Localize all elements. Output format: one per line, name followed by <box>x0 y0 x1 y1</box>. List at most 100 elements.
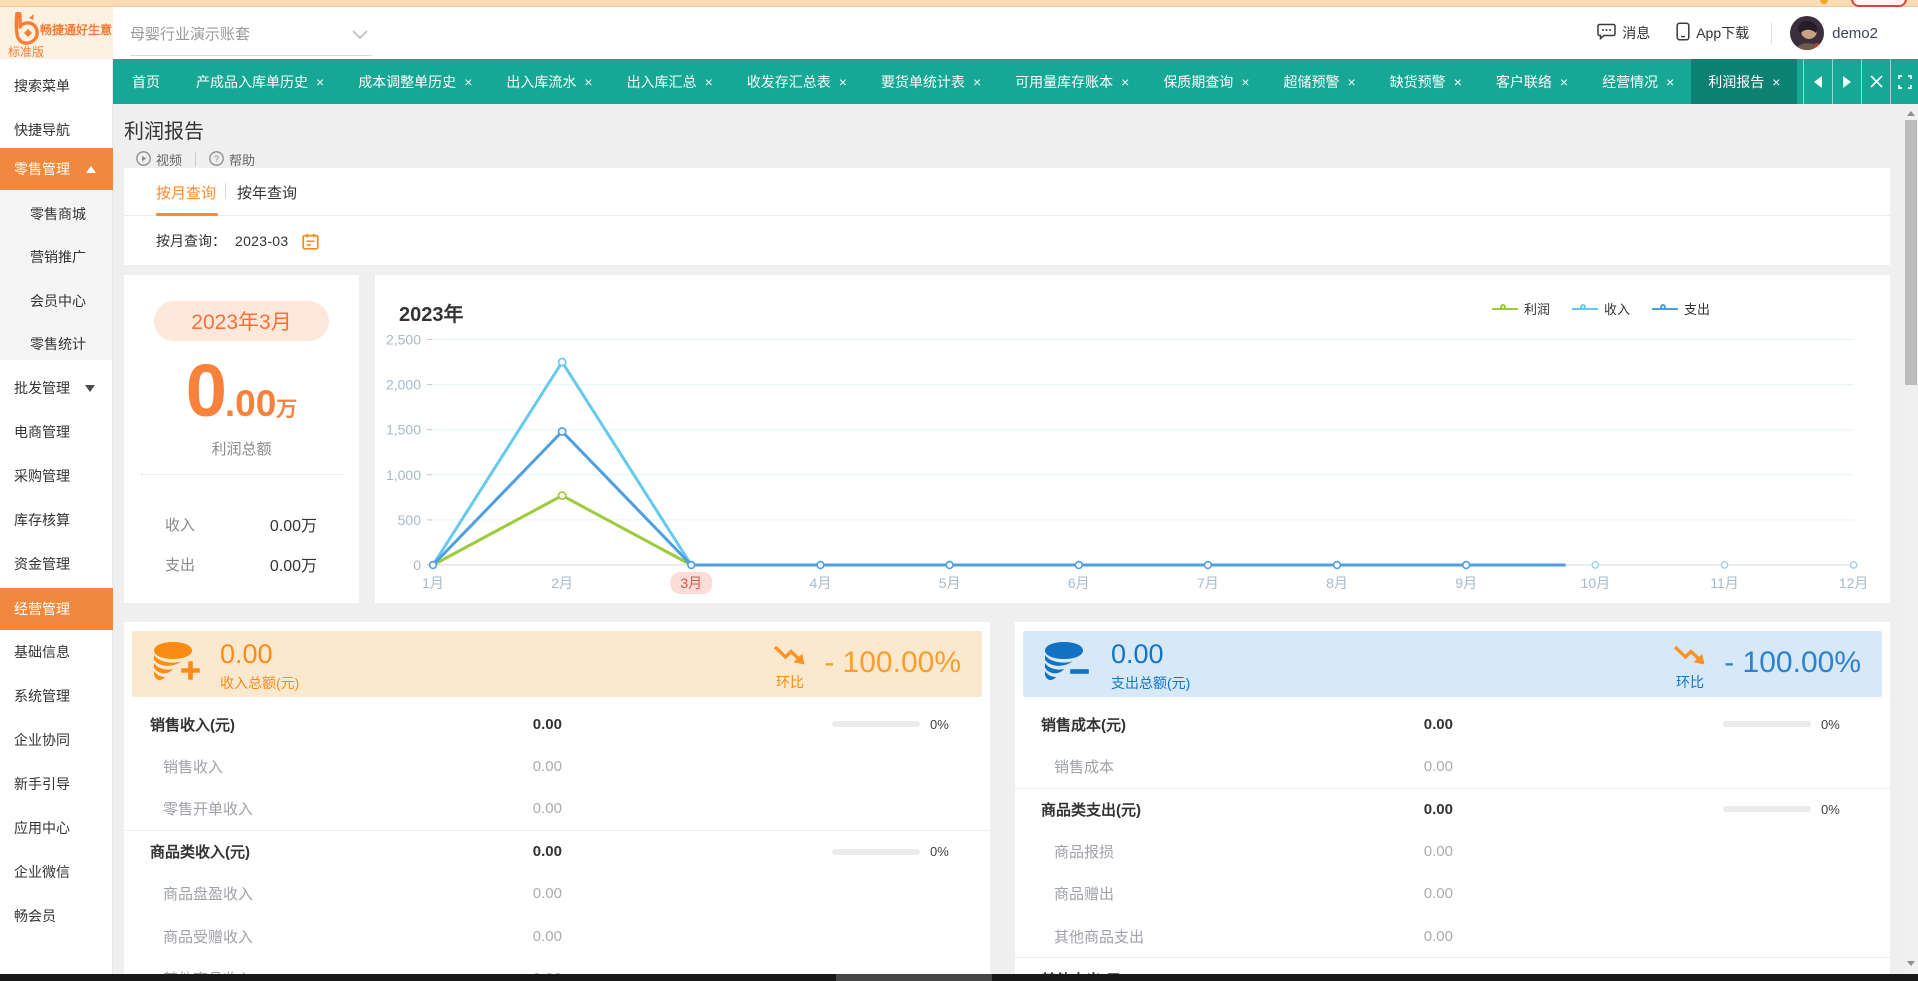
row-value: 0.00 <box>1423 842 1453 860</box>
sidebar-item-新手引导[interactable]: 新手引导 <box>0 763 112 805</box>
sidebar-item-基础信息[interactable]: 基础信息 <box>0 631 112 673</box>
close-tab-icon[interactable]: × <box>1559 73 1569 90</box>
avatar[interactable] <box>1790 16 1825 50</box>
sidebar-item-快捷导航[interactable]: 快捷导航 <box>0 109 112 151</box>
open-tab-要货单统计表[interactable]: 要货单统计表 × <box>864 59 998 104</box>
close-tab-icon[interactable]: × <box>464 73 473 90</box>
tab-query-by-year[interactable]: 按年查询 <box>237 185 298 202</box>
open-tab-保质期查询[interactable]: 保质期查询 × <box>1146 59 1266 104</box>
open-tab-label: 缺货预警 <box>1389 73 1446 90</box>
row-value: 0.00 <box>532 885 562 903</box>
legend-item-支出[interactable]: 支出 <box>1651 299 1710 318</box>
scrollbar-thumb[interactable] <box>1905 120 1917 385</box>
brand-name: 畅捷通好生意 <box>40 23 113 37</box>
sidebar-item-零售管理[interactable]: 零售管理 <box>0 148 113 190</box>
open-tab-首页[interactable]: 首页 <box>113 59 179 104</box>
messages-button[interactable]: 消息 <box>1597 23 1650 43</box>
open-tab-label: 经营情况 <box>1602 73 1659 90</box>
open-tab-收发存汇总表[interactable]: 收发存汇总表 × <box>730 59 864 104</box>
sidebar-item-批发管理[interactable]: 批发管理 <box>0 367 112 409</box>
svg-text:2,500: 2,500 <box>386 332 421 348</box>
open-tab-经营情况[interactable]: 经营情况 × <box>1585 59 1691 104</box>
legend-item-利润[interactable]: 利润 <box>1491 299 1550 318</box>
sidebar-item-应用中心[interactable]: 应用中心 <box>0 807 112 849</box>
legend-label: 利润 <box>1523 302 1550 317</box>
open-tab-label: 出入库流水 <box>506 73 577 90</box>
meta-divider <box>195 152 197 167</box>
app-download-button[interactable]: App下载 <box>1676 22 1749 44</box>
chevron-down-icon <box>352 27 368 45</box>
fullscreen-icon[interactable] <box>1890 59 1918 104</box>
row-progress-bar <box>832 848 920 855</box>
sidebar-item-label: 营销推广 <box>30 249 86 265</box>
sidebar-item-零售商城[interactable]: 零售商城 <box>0 193 112 235</box>
open-tab-出入库流水[interactable]: 出入库流水 × <box>489 59 609 104</box>
page-title: 利润报告 <box>124 121 204 143</box>
open-tab-客户联络[interactable]: 客户联络 × <box>1479 59 1585 104</box>
close-tab-icon[interactable]: × <box>584 73 593 90</box>
calendar-icon[interactable] <box>302 233 320 250</box>
row-label: 商品盘盈收入 <box>163 886 254 904</box>
video-link[interactable]: 视频 <box>136 150 182 169</box>
scrollbar-up-icon[interactable] <box>1904 106 1918 120</box>
account-dropdown[interactable]: 母婴行业演示账套 <box>130 7 372 59</box>
sidebar-item-零售统计[interactable]: 零售统计 <box>0 323 112 365</box>
scrollbar-down-icon[interactable] <box>1904 956 1918 970</box>
summary-row-label: 收入 <box>165 516 196 534</box>
open-tab-出入库汇总[interactable]: 出入库汇总 × <box>610 59 730 104</box>
open-tab-label: 首页 <box>132 73 160 90</box>
open-tab-利润报告[interactable]: 利润报告 × <box>1691 59 1798 104</box>
open-tab-缺货预警[interactable]: 缺货预警 × <box>1373 59 1479 104</box>
sidebar-item-企业协同[interactable]: 企业协同 <box>0 719 112 761</box>
username-label: demo2 <box>1832 24 1878 42</box>
close-tab-icon[interactable]: × <box>1453 73 1462 90</box>
sidebar-item-系统管理[interactable]: 系统管理 <box>0 675 112 717</box>
income-panel: 0.00 收入总额(元) 环比 - 100.00% 销售收入(元) 0.00 0% 销… <box>124 622 990 981</box>
close-tab-icon[interactable]: × <box>838 73 847 90</box>
app-download-label: App下载 <box>1696 25 1750 41</box>
open-tab-成本调整单历史[interactable]: 成本调整单历史 × <box>341 59 489 104</box>
close-tab-icon[interactable]: × <box>1121 73 1130 90</box>
svg-text:500: 500 <box>398 512 422 528</box>
tabs-close-button[interactable] <box>1861 59 1890 104</box>
sidebar-item-经营管理[interactable]: 经营管理 <box>0 588 113 630</box>
sidebar-item-库存核算[interactable]: 库存核算 <box>0 499 112 541</box>
close-tab-icon[interactable]: × <box>1666 73 1675 90</box>
sidebar-item-营销推广[interactable]: 营销推广 <box>0 236 112 278</box>
open-tab-超储预警[interactable]: 超储预警 × <box>1267 59 1373 104</box>
open-tab-产成品入库单历史[interactable]: 产成品入库单历史 × <box>179 59 341 104</box>
tab-query-by-month[interactable]: 按月查询 <box>156 185 217 202</box>
vertical-scrollbar[interactable] <box>1904 104 1918 974</box>
sidebar-item-资金管理[interactable]: 资金管理 <box>0 543 112 585</box>
close-tab-icon[interactable]: × <box>1772 73 1781 90</box>
sidebar-item-搜索菜单[interactable]: 搜索菜单 <box>0 65 112 107</box>
tabs-scroll-right-button[interactable] <box>1832 59 1861 104</box>
svg-text:6月: 6月 <box>1068 575 1090 591</box>
help-link[interactable]: ? 帮助 <box>209 150 255 169</box>
close-tab-icon[interactable]: × <box>316 73 325 90</box>
profit-amount-label: 利润总额 <box>211 441 272 458</box>
close-tab-icon[interactable]: × <box>704 73 713 90</box>
row-label: 商品赠出 <box>1054 886 1115 904</box>
sidebar-item-会员中心[interactable]: 会员中心 <box>0 280 112 322</box>
close-tab-icon[interactable]: × <box>1241 73 1250 90</box>
summary-row-收入: 收入 0.00万 <box>165 504 317 544</box>
sidebar-item-电商管理[interactable]: 电商管理 <box>0 411 112 453</box>
sidebar-item-label: 基础信息 <box>14 644 70 660</box>
sidebar-item-采购管理[interactable]: 采购管理 <box>0 455 112 497</box>
legend-item-收入[interactable]: 收入 <box>1571 299 1630 318</box>
expense-total-label: 支出总额(元) <box>1111 675 1191 691</box>
sidebar-item-企业微信[interactable]: 企业微信 <box>0 851 112 893</box>
help-label: 帮助 <box>229 153 256 168</box>
income-row-商品受赠收入: 商品受赠收入 0.00 <box>124 915 990 957</box>
month-filter-value[interactable]: 2023-03 <box>235 233 289 249</box>
sidebar-nav: 搜索菜单 快捷导航 零售管理 零售商城营销推广会员中心零售统计 批发管理 电商管理 采购管理… <box>0 59 113 974</box>
close-tab-icon[interactable]: × <box>1347 73 1356 90</box>
sidebar-item-label: 会员中心 <box>30 293 86 309</box>
close-tab-icon[interactable]: × <box>972 73 982 90</box>
tabs-scroll-left-button[interactable] <box>1803 59 1832 104</box>
sidebar-item-畅会员[interactable]: 畅会员 <box>0 895 112 937</box>
profit-summary-card: 2023年3月 0.00万 利润总额 收入 0.00万 支出 0.00万 <box>124 275 359 603</box>
row-label: 零售开单收入 <box>163 801 254 819</box>
open-tab-可用量库存账本[interactable]: 可用量库存账本 × <box>998 59 1146 104</box>
